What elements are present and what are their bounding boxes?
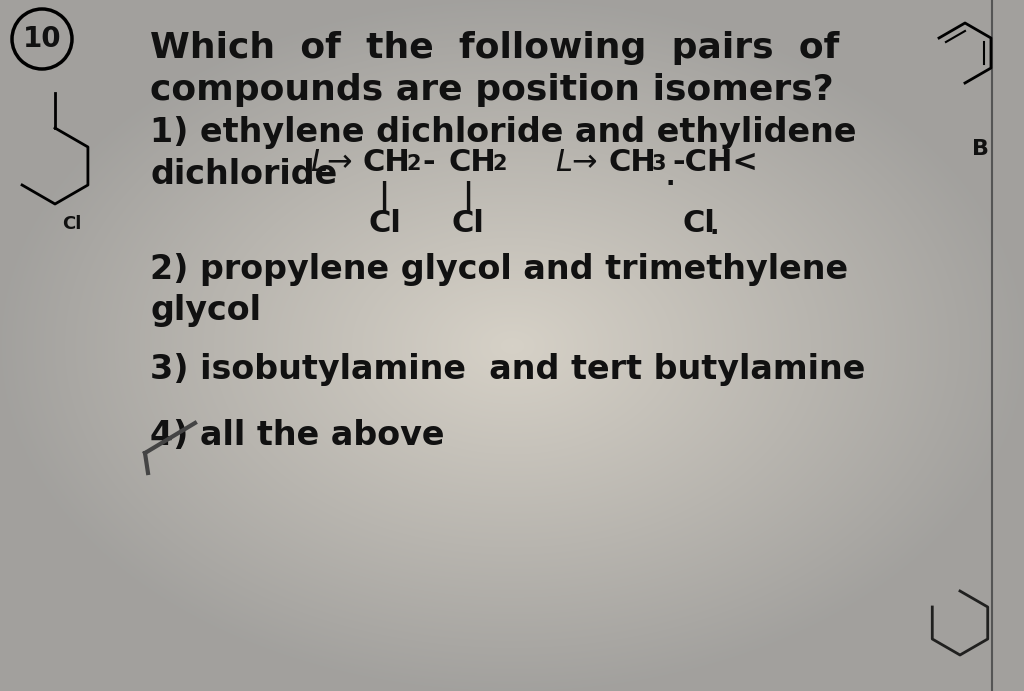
Text: L→: L→ xyxy=(555,148,597,177)
Text: dichloride: dichloride xyxy=(150,158,337,191)
Text: Which  of  the  following  pairs  of: Which of the following pairs of xyxy=(150,31,840,65)
Text: 2) propylene glycol and trimethylene: 2) propylene glycol and trimethylene xyxy=(150,253,848,286)
Text: 1) ethylene dichloride and ethylidene: 1) ethylene dichloride and ethylidene xyxy=(150,116,856,149)
Text: 3: 3 xyxy=(652,154,667,174)
Text: Cl: Cl xyxy=(62,215,81,233)
Text: Cl: Cl xyxy=(452,209,485,238)
Text: |: | xyxy=(462,181,473,211)
Text: -: - xyxy=(422,148,434,177)
Text: 3) isobutylamine  and tert butylamine: 3) isobutylamine and tert butylamine xyxy=(150,353,865,386)
Text: 10: 10 xyxy=(23,25,61,53)
Text: |: | xyxy=(378,181,389,211)
Text: 4) all the above: 4) all the above xyxy=(150,419,444,452)
Text: 2: 2 xyxy=(492,154,507,174)
Text: B: B xyxy=(972,139,989,159)
Text: CH: CH xyxy=(608,148,655,177)
Text: L→: L→ xyxy=(310,148,352,177)
Text: 2: 2 xyxy=(406,154,421,174)
Text: .: . xyxy=(665,166,675,190)
Text: glycol: glycol xyxy=(150,294,261,327)
Text: -CH<: -CH< xyxy=(672,148,758,177)
Text: .: . xyxy=(710,215,720,239)
Text: CH: CH xyxy=(449,148,496,177)
Text: CH: CH xyxy=(362,148,410,177)
Text: compounds are position isomers?: compounds are position isomers? xyxy=(150,73,834,107)
Text: Cl: Cl xyxy=(682,209,715,238)
Text: Cl: Cl xyxy=(368,209,400,238)
